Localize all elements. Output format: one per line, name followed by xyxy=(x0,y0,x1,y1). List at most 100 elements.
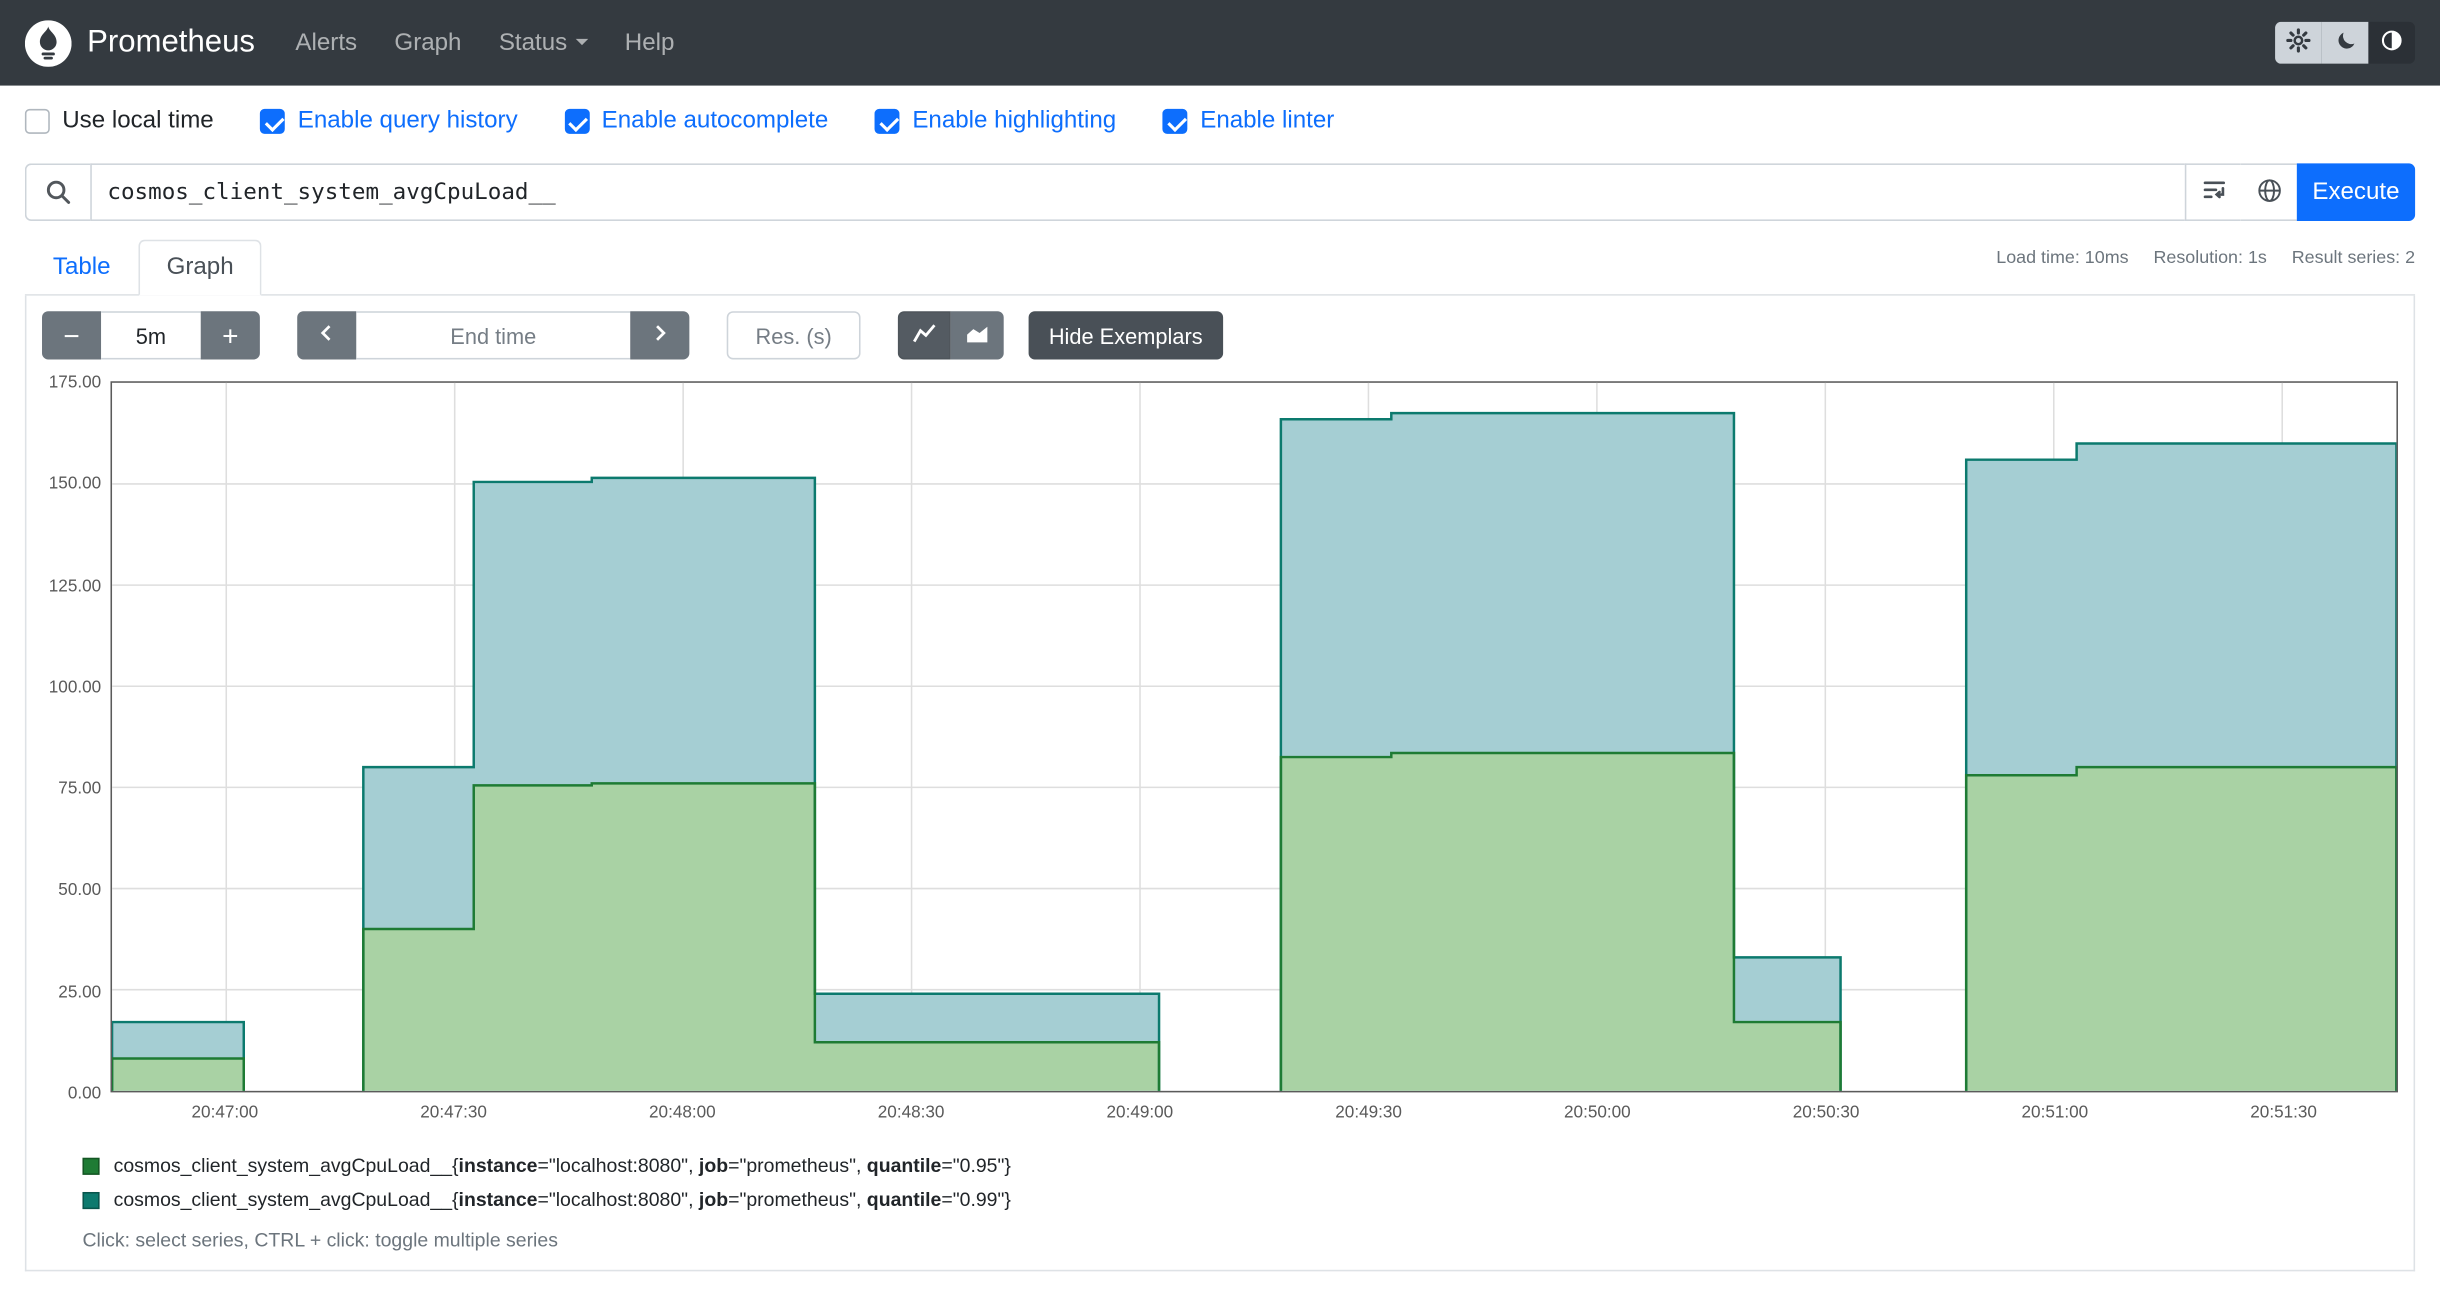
auto-theme-button[interactable] xyxy=(2368,21,2416,64)
nav-item-alerts[interactable]: Alerts xyxy=(295,28,358,56)
end-time-input[interactable] xyxy=(356,311,631,360)
resolution-input[interactable] xyxy=(726,311,861,360)
checkbox xyxy=(564,108,590,134)
graph-panel: − + xyxy=(24,295,2416,1272)
navbar-right xyxy=(2275,21,2416,64)
y-axis-label: 125.00 xyxy=(48,576,102,596)
tab-graph[interactable]: Graph xyxy=(138,239,262,296)
dark-theme-button[interactable] xyxy=(2321,21,2369,64)
line-chart-icon xyxy=(912,321,937,351)
chart-type-group xyxy=(897,311,1004,360)
query-input-group: Execute xyxy=(24,163,2416,221)
enable-query-history-checkbox[interactable]: Enable query history xyxy=(260,107,518,135)
series-swatch xyxy=(82,1156,100,1175)
x-axis-labels: 20:47:00 20:47:30 20:48:00 20:48:30 20:49:00… xyxy=(110,1092,2397,1129)
gear-icon xyxy=(2286,28,2311,58)
nav-item-help[interactable]: Help xyxy=(624,28,675,56)
tab-table[interactable]: Table xyxy=(52,253,111,281)
checkbox-label: Enable linter xyxy=(1200,107,1335,134)
nav-links: Alerts Graph Status Help xyxy=(277,29,693,57)
nav-item-status[interactable]: Status xyxy=(480,16,606,67)
resolution: Resolution: 1s xyxy=(2153,248,2267,268)
checkbox xyxy=(260,108,286,134)
enable-linter-checkbox[interactable]: Enable linter xyxy=(1162,107,1335,135)
query-input[interactable] xyxy=(90,163,2185,221)
nav-item-graph[interactable]: Graph xyxy=(394,28,462,56)
x-axis-label: 20:51:30 xyxy=(2250,1103,2317,1122)
use-local-time-checkbox[interactable]: Use local time xyxy=(24,107,214,135)
brand-title: Prometheus xyxy=(87,24,255,60)
chart-legend: cosmos_client_system_avgCpuLoad__{instan… xyxy=(82,1155,2398,1211)
range-increase-button[interactable]: + xyxy=(200,311,260,360)
minus-icon: − xyxy=(63,319,80,351)
plus-icon: + xyxy=(222,319,239,351)
x-axis-label: 20:49:30 xyxy=(1335,1103,1402,1122)
graph-canvas[interactable]: 0.00 25.00 50.00 75.00 100.00 125.00 150.00 175… xyxy=(49,373,2398,1103)
legend-text: cosmos_client_system_avgCpuLoad__{instan… xyxy=(113,1154,1011,1177)
enable-autocomplete-checkbox[interactable]: Enable autocomplete xyxy=(564,107,828,135)
y-axis-label: 50.00 xyxy=(58,881,102,901)
metrics-explorer-button[interactable] xyxy=(2240,163,2297,221)
tabs-band: Load time: 10ms Resolution: 1s Result se… xyxy=(24,239,2416,296)
y-axis-label: 100.00 xyxy=(48,678,102,697)
theme-button-group xyxy=(2275,21,2416,64)
range-group: − + xyxy=(42,311,260,360)
x-axis-label: 20:47:00 xyxy=(191,1103,259,1122)
tabs: Table Graph xyxy=(24,239,2416,296)
x-axis-label: 20:50:30 xyxy=(1792,1103,1860,1122)
legend-item[interactable]: cosmos_client_system_avgCpuLoad__{instan… xyxy=(82,1189,2398,1211)
result-series: Result series: 2 xyxy=(2291,248,2416,268)
legend-text: cosmos_client_system_avgCpuLoad__{instan… xyxy=(113,1188,1011,1211)
range-decrease-button[interactable]: − xyxy=(42,311,102,360)
contrast-icon xyxy=(2379,28,2404,58)
legend-item[interactable]: cosmos_client_system_avgCpuLoad__{instan… xyxy=(82,1154,2398,1177)
range-input[interactable] xyxy=(101,311,201,360)
prometheus-logo-icon xyxy=(24,19,72,67)
line-chart-toggle[interactable] xyxy=(897,311,951,360)
checkbox-label: Enable query history xyxy=(297,107,518,134)
x-axis-label: 20:48:00 xyxy=(649,1103,716,1122)
y-axis-label: 175.00 xyxy=(48,373,102,393)
settings-row: Use local time Enable query history Enab… xyxy=(0,86,2440,151)
time-back-button[interactable] xyxy=(297,311,357,360)
navbar: Prometheus Alerts Graph Status Help xyxy=(0,0,2440,86)
checkbox-label: Enable highlighting xyxy=(912,107,1117,134)
x-axis-label: 20:51:00 xyxy=(2021,1103,2089,1122)
format-expression-button[interactable] xyxy=(2184,163,2241,221)
chart-area: 0.00 25.00 50.00 75.00 100.00 125.00 150.00 175… xyxy=(49,373,2398,1129)
stacked-chart-icon xyxy=(965,321,990,351)
checkbox-label: Use local time xyxy=(62,107,214,134)
search-icon xyxy=(24,163,91,221)
x-axis-label: 20:47:30 xyxy=(420,1103,487,1122)
end-time-group xyxy=(297,311,690,360)
execute-button[interactable]: Execute xyxy=(2296,163,2416,221)
hide-exemplars-button[interactable]: Hide Exemplars xyxy=(1028,311,1223,360)
brand[interactable]: Prometheus xyxy=(24,19,255,67)
x-axis-label: 20:49:00 xyxy=(1106,1103,1174,1122)
format-icon xyxy=(2201,177,2226,207)
y-axis-label: 25.00 xyxy=(58,983,102,1002)
query-stats: Load time: 10ms Resolution: 1s Result se… xyxy=(1996,249,2415,268)
legend-hint: Click: select series, CTRL + click: togg… xyxy=(82,1229,558,1252)
enable-highlighting-checkbox[interactable]: Enable highlighting xyxy=(875,107,1116,135)
query-row: Execute xyxy=(0,151,2440,221)
y-axis-label: 150.00 xyxy=(48,475,102,494)
graph-controls: − + xyxy=(42,311,2398,360)
y-axis-label: 75.00 xyxy=(58,779,102,799)
settings-gear-button[interactable] xyxy=(2275,21,2322,64)
checkbox-label: Enable autocomplete xyxy=(601,107,829,134)
moon-icon xyxy=(2333,29,2356,57)
chevron-left-icon xyxy=(316,322,338,348)
chevron-right-icon xyxy=(649,322,671,348)
x-axis-label: 20:50:00 xyxy=(1564,1103,1631,1122)
chevron-down-icon xyxy=(575,39,588,46)
series-swatch xyxy=(82,1191,100,1209)
x-axis-label: 20:48:30 xyxy=(877,1103,945,1122)
time-forward-button[interactable] xyxy=(630,311,690,360)
load-time: Load time: 10ms xyxy=(1996,248,2129,268)
checkbox xyxy=(875,108,900,134)
stacked-chart-toggle[interactable] xyxy=(950,311,1004,360)
globe-icon xyxy=(2256,177,2282,208)
checkbox xyxy=(1162,108,1188,134)
